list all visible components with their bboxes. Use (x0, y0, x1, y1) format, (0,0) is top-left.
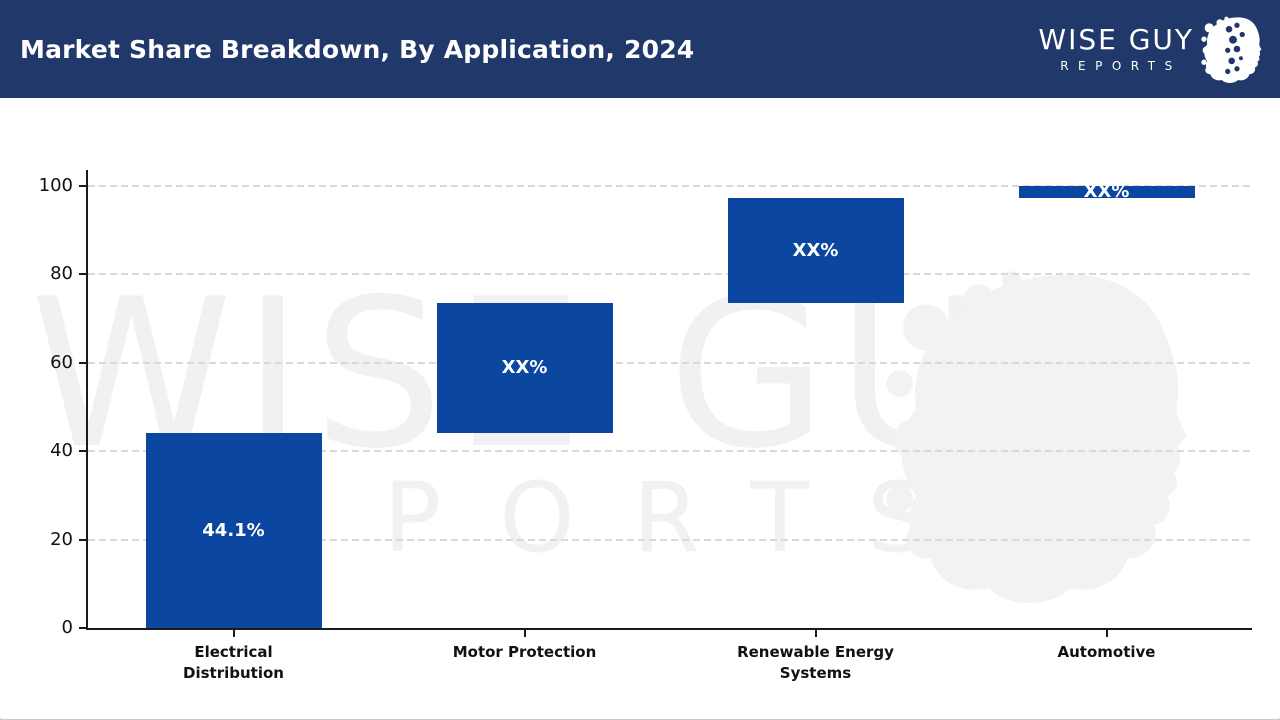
header-bar: Market Share Breakdown, By Application, … (0, 0, 1280, 98)
plot-area: 0 20 40 60 80 100 44.1% Electrical Distribution… (39, 170, 1252, 682)
y-tick-mark (79, 184, 86, 187)
bar-segment: XX% (727, 198, 904, 303)
face-profile-icon (1201, 16, 1262, 83)
y-tick-mark (79, 361, 86, 364)
gridline (88, 361, 1252, 364)
logo-subtitle: REPORTS (1060, 58, 1182, 73)
y-tick-mark (79, 273, 86, 275)
bar-segment: XX% (436, 302, 613, 433)
x-tick-mark (814, 630, 817, 637)
gridline (88, 538, 1252, 541)
bar-value-label: XX% (792, 240, 839, 262)
bar-value-label: 44.1% (202, 519, 265, 541)
bar-value-label: XX% (501, 357, 548, 379)
x-category-label: Motor Protection (452, 643, 597, 661)
y-tick-label: 100 (38, 174, 73, 196)
logo-title: WISE GUY (1038, 22, 1194, 56)
y-tick-label: 0 (61, 617, 73, 638)
y-tick-mark (79, 538, 86, 541)
x-category-label: Electrical Distribution (183, 643, 284, 682)
bar-value-label: XX% (1083, 181, 1130, 203)
y-tick-label: 60 (50, 351, 73, 373)
x-tick-mark (232, 630, 235, 637)
x-tick-mark (523, 630, 526, 637)
page-title: Market Share Breakdown, By Application, … (20, 34, 695, 64)
y-tick-label: 40 (50, 440, 73, 461)
chart-area: WISE GUY REPORTS 0 20 40 60 80 100 44.1% Electr… (0, 98, 1280, 718)
x-category-label: Renewable Energy Systems (737, 643, 894, 682)
bar-segment: XX% (1018, 181, 1195, 202)
x-category-label: Automotive (1057, 643, 1156, 661)
y-tick-mark (79, 627, 86, 629)
bar-segment: 44.1% (145, 432, 322, 628)
gridline (88, 184, 1252, 187)
y-tick-mark (79, 450, 86, 452)
gridline (88, 450, 1252, 452)
gridline (88, 273, 1252, 275)
wise-guy-reports-logo: WISE GUY REPORTS (1038, 0, 1266, 98)
y-tick-label: 80 (50, 263, 73, 284)
x-tick-mark (1105, 630, 1108, 637)
logo-wordmark: WISE GUY REPORTS (1038, 22, 1194, 73)
y-tick-label: 20 (50, 528, 73, 550)
